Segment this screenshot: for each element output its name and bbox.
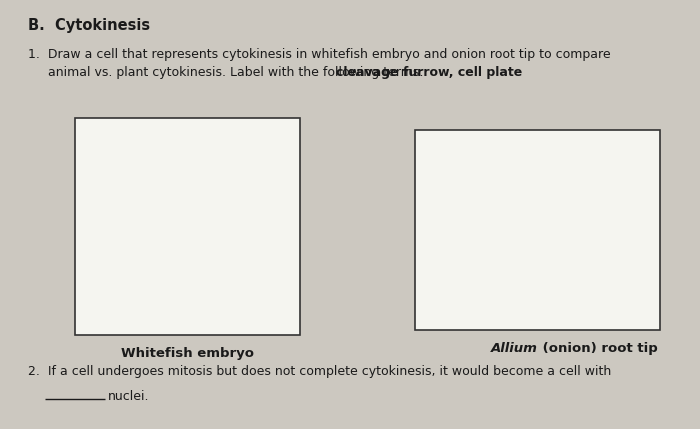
Text: (onion) root tip: (onion) root tip	[538, 342, 657, 355]
Text: 1.  Draw a cell that represents cytokinesis in whitefish embryo and onion root t: 1. Draw a cell that represents cytokines…	[28, 48, 610, 61]
Text: Allium: Allium	[491, 342, 538, 355]
Text: Whitefish embryo: Whitefish embryo	[121, 347, 254, 360]
Text: 2.  If a cell undergoes mitosis but does not complete cytokinesis, it would beco: 2. If a cell undergoes mitosis but does …	[28, 365, 611, 378]
Text: B.  Cytokinesis: B. Cytokinesis	[28, 18, 150, 33]
FancyBboxPatch shape	[415, 130, 660, 330]
Text: cleavage furrow, cell plate: cleavage furrow, cell plate	[336, 66, 522, 79]
Text: nuclei.: nuclei.	[108, 390, 150, 403]
Text: animal vs. plant cytokinesis. Label with the following terms:: animal vs. plant cytokinesis. Label with…	[28, 66, 428, 79]
FancyBboxPatch shape	[75, 118, 300, 335]
